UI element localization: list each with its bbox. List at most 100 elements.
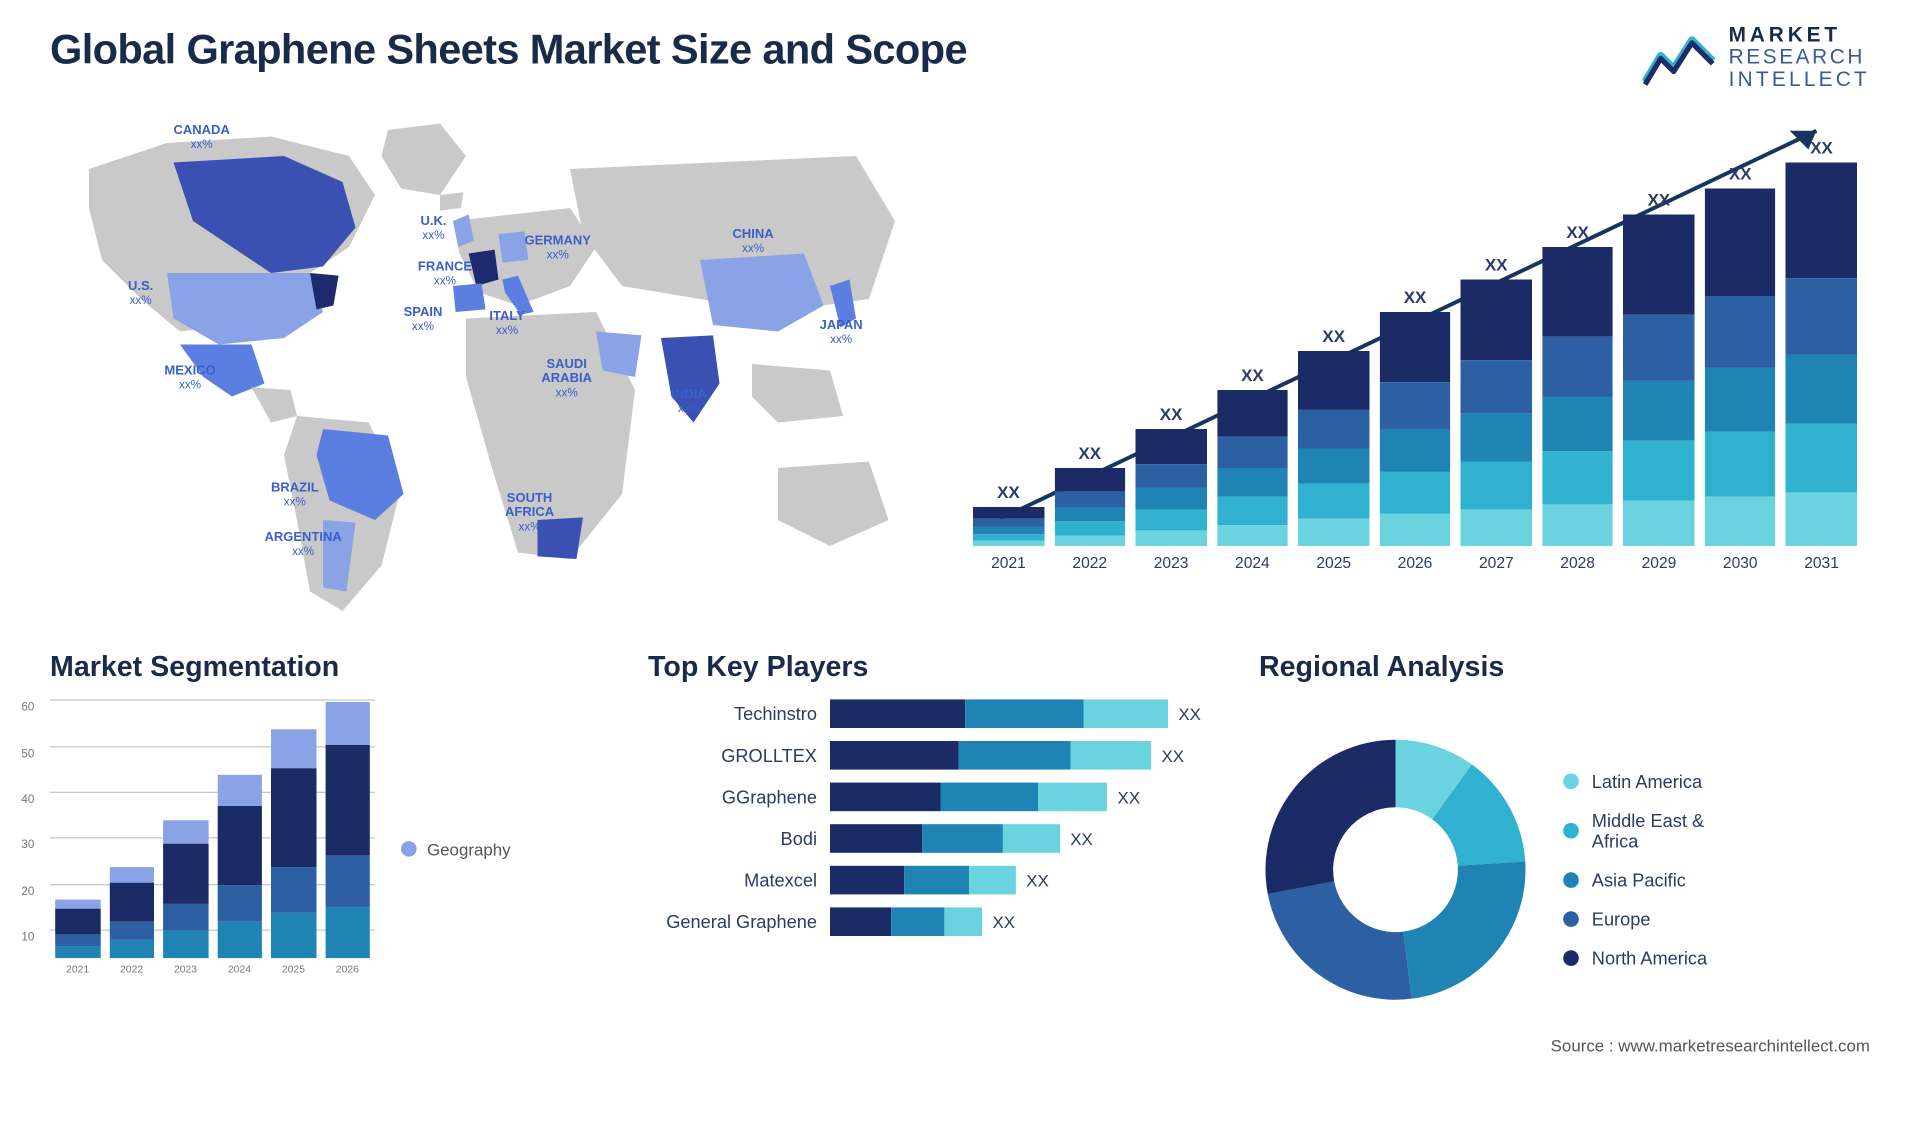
- player-row: GGrapheneXX: [648, 783, 1220, 812]
- growth-seg: [1542, 397, 1613, 451]
- growth-seg: [1054, 469, 1125, 492]
- seg-col: 2026: [325, 701, 370, 975]
- growth-bar-label: XX: [1810, 138, 1833, 158]
- growth-seg: [1217, 469, 1288, 497]
- map-region: [752, 365, 843, 423]
- growth-seg: [1380, 383, 1451, 430]
- seg-xlab: 2024: [228, 964, 251, 976]
- growth-seg: [1705, 296, 1776, 368]
- player-seg: [1002, 825, 1059, 854]
- regional-title: Regional Analysis: [1259, 651, 1870, 685]
- growth-col: XX2031: [1786, 138, 1857, 572]
- player-row: MatexcelXX: [648, 866, 1220, 895]
- map-label: GERMANYxx%: [525, 235, 591, 264]
- seg-seg: [109, 940, 154, 958]
- growth-col: XX2027: [1461, 255, 1532, 572]
- growth-seg: [1298, 410, 1369, 449]
- growth-seg: [1217, 391, 1288, 438]
- growth-seg: [1542, 505, 1613, 547]
- growth-seg: [1705, 432, 1776, 496]
- seg-seg: [325, 907, 370, 958]
- player-value: XX: [993, 912, 1016, 932]
- seg-ytick: 50: [21, 746, 34, 760]
- player-seg: [830, 908, 891, 937]
- growth-seg: [1054, 522, 1125, 536]
- growth-seg: [1298, 519, 1369, 546]
- legend-label: Asia Pacific: [1592, 870, 1686, 891]
- region-legend-item: Europe: [1563, 909, 1707, 930]
- growth-year-label: 2023: [1154, 554, 1189, 572]
- seg-seg: [217, 885, 262, 922]
- seg-seg: [163, 821, 208, 844]
- growth-seg: [1461, 360, 1532, 413]
- growth-col: XX2025: [1298, 327, 1369, 573]
- seg-col: 2021: [55, 899, 100, 976]
- seg-col: 2022: [109, 867, 154, 976]
- seg-seg: [271, 913, 316, 959]
- growth-bar-label: XX: [1648, 190, 1671, 210]
- map-label: SAUDIARABIAxx%: [541, 358, 592, 401]
- growth-seg: [973, 541, 1044, 546]
- legend-label: Europe: [1592, 909, 1651, 930]
- growth-col: XX2028: [1542, 223, 1613, 573]
- player-seg: [891, 908, 944, 937]
- growth-seg: [1136, 430, 1207, 465]
- player-seg: [1071, 742, 1151, 771]
- growth-seg: [1461, 413, 1532, 461]
- seg-seg: [271, 768, 316, 867]
- player-bar: [830, 908, 982, 937]
- player-seg: [830, 825, 922, 854]
- seg-col: 2024: [217, 775, 262, 976]
- seg-seg: [163, 904, 208, 932]
- map-region: [382, 124, 466, 196]
- seg-ytick: 20: [21, 884, 34, 898]
- region-legend-item: Asia Pacific: [1563, 870, 1707, 891]
- players-panel: Top Key Players TechinstroXXGROLLTEXXXGG…: [648, 651, 1220, 1041]
- growth-bar-label: XX: [1322, 327, 1345, 347]
- source-text: Source : www.marketresearchintellect.com: [1551, 1036, 1870, 1056]
- player-seg: [958, 742, 1070, 771]
- growth-col: XX2026: [1380, 288, 1451, 573]
- growth-seg: [1461, 509, 1532, 546]
- seg-ytick: 30: [21, 838, 34, 852]
- growth-seg: [973, 534, 1044, 541]
- players-title: Top Key Players: [648, 651, 1220, 685]
- seg-seg: [271, 867, 316, 913]
- player-bar: [830, 866, 1016, 895]
- map-region: [252, 388, 298, 423]
- player-row: GROLLTEXXX: [648, 742, 1220, 771]
- growth-seg: [973, 519, 1044, 527]
- growth-seg: [1786, 493, 1857, 547]
- growth-bar-label: XX: [1729, 164, 1752, 184]
- seg-col: 2025: [271, 729, 316, 976]
- growth-seg: [1054, 536, 1125, 547]
- growth-seg: [1705, 368, 1776, 432]
- growth-seg: [1298, 449, 1369, 484]
- map-region: [596, 332, 642, 378]
- legend-swatch: [1563, 873, 1579, 889]
- seg-seg: [217, 922, 262, 959]
- legend-label: North America: [1592, 948, 1707, 969]
- growth-seg: [1705, 189, 1776, 296]
- donut-slice: [1266, 740, 1396, 894]
- player-seg: [904, 866, 969, 895]
- growth-seg: [1542, 337, 1613, 397]
- growth-seg: [1380, 430, 1451, 472]
- seg-seg: [271, 729, 316, 768]
- segmentation-title: Market Segmentation: [50, 651, 609, 685]
- legend-swatch: [401, 842, 417, 858]
- growth-seg: [1298, 484, 1369, 519]
- growth-seg: [1298, 352, 1369, 411]
- growth-year-label: 2021: [991, 554, 1026, 572]
- player-value: XX: [1162, 746, 1185, 766]
- growth-bar-label: XX: [1404, 288, 1427, 308]
- seg-seg: [325, 701, 370, 745]
- player-value: XX: [1070, 829, 1093, 848]
- player-row: General GrapheneXX: [648, 908, 1220, 937]
- growth-col: XX2022: [1054, 444, 1125, 573]
- growth-seg: [1217, 437, 1288, 468]
- region-legend-item: North America: [1563, 948, 1707, 969]
- growth-year-label: 2022: [1072, 554, 1107, 572]
- brand-logo: MARKET RESEARCH INTELLECT: [1643, 26, 1870, 92]
- growth-seg: [1461, 280, 1532, 360]
